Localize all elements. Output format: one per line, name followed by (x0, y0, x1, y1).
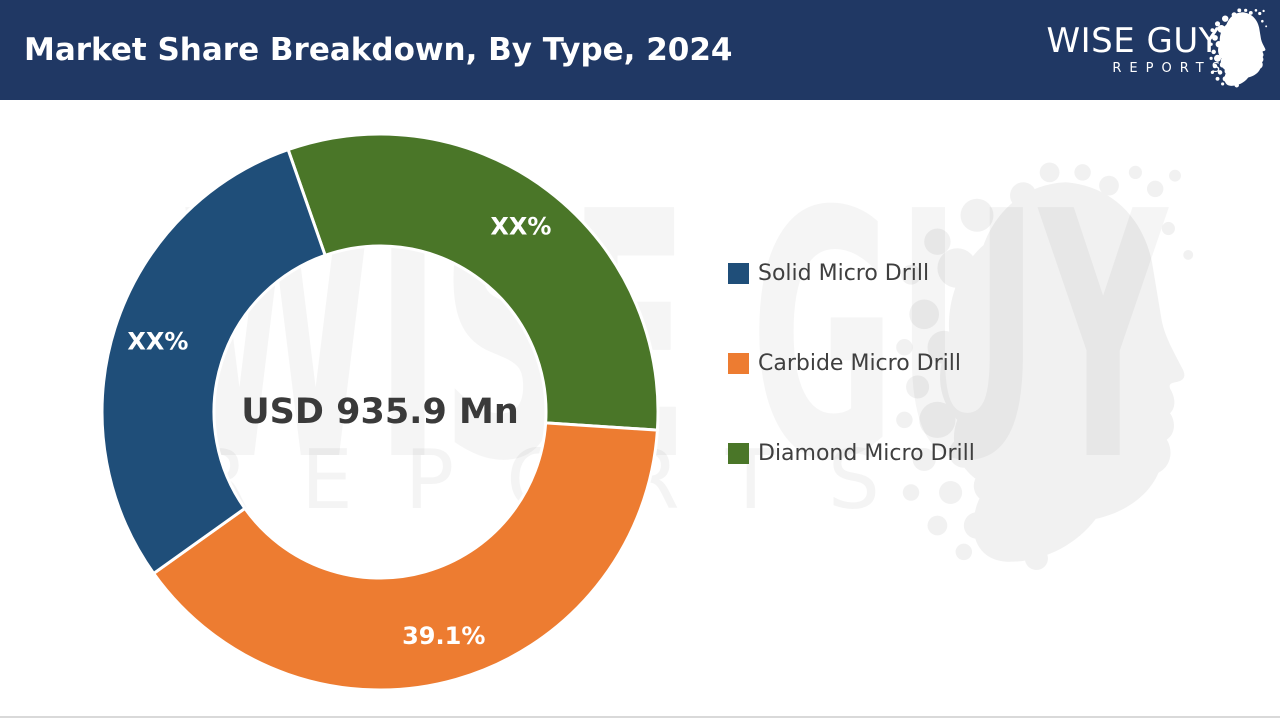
logo-brand-text: WISE GUY (1046, 21, 1220, 61)
legend-item-carbide-micro-drill: Carbide Micro Drill (728, 349, 975, 377)
donut-center-value: USD 935.9 Mn (241, 392, 519, 432)
donut-segment-diamond-micro-drill (286, 132, 660, 432)
logo-text: WISE GUY REPORTS (1046, 24, 1220, 76)
legend-label: Diamond Micro Drill (758, 440, 975, 466)
legend-label: Carbide Micro Drill (758, 350, 961, 376)
logo-reports-text: REPORTS (1112, 61, 1228, 76)
legend-label: Solid Micro Drill (758, 260, 930, 286)
wise-guy-reports-logo: WISE GUY REPORTS (1046, 8, 1280, 92)
segment-percent-label: XX% (490, 212, 551, 240)
dotted-face-logo-icon (1206, 8, 1270, 92)
bottom-divider (0, 716, 1280, 718)
donut-segment-solid-micro-drill (100, 148, 327, 575)
segment-percent-label: XX% (127, 328, 188, 356)
donut-segment-carbide-micro-drill (152, 421, 659, 692)
legend-swatch-solid (728, 262, 749, 284)
legend-swatch-diamond (728, 442, 749, 464)
segment-percent-label: 39.1% (402, 622, 485, 650)
header: Market Share Breakdown, By Type, 2024 WI… (0, 0, 1280, 100)
page-title: Market Share Breakdown, By Type, 2024 (24, 32, 733, 68)
legend-item-solid-micro-drill: Solid Micro Drill (728, 259, 975, 287)
legend-item-diamond-micro-drill: Diamond Micro Drill (728, 439, 975, 467)
watermark-brand-text: WISE GUY (180, 168, 1167, 508)
legend-swatch-carbide (728, 352, 749, 374)
legend: Solid Micro Drill Carbide Micro Drill Di… (728, 259, 975, 529)
